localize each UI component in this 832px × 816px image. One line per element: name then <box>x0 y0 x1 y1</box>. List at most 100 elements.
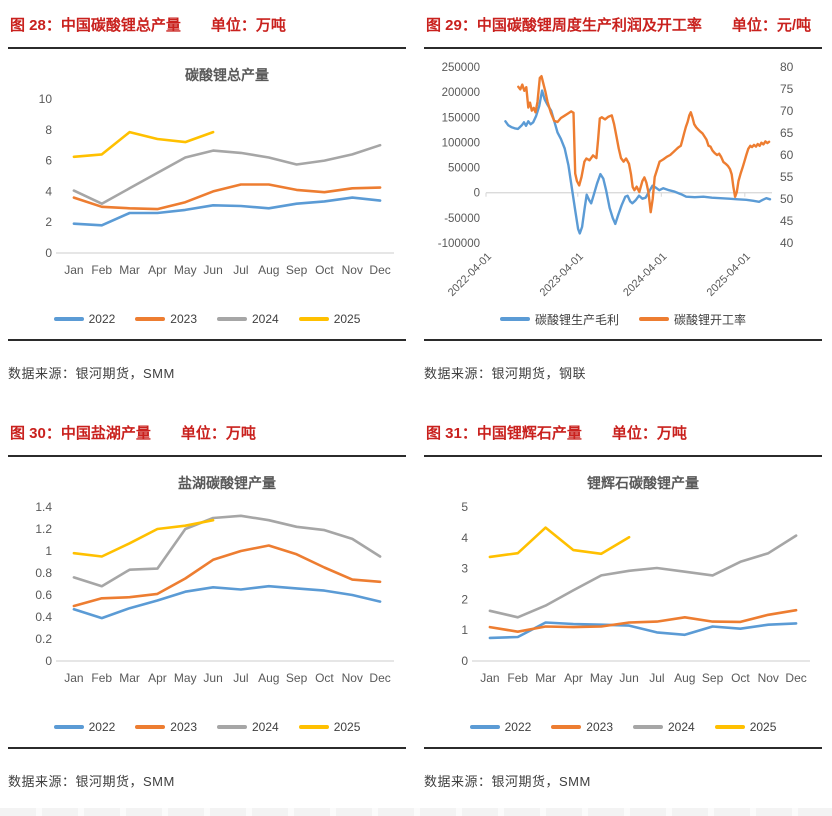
title-divider <box>424 455 822 457</box>
x-axis-tick: Jun <box>203 263 222 277</box>
legend-swatch <box>298 317 329 321</box>
left-axis-tick: 0 <box>474 188 480 200</box>
legend-swatch <box>53 317 84 321</box>
legend-label: 2025 <box>749 720 777 734</box>
x-axis-tick: Sep <box>286 263 308 277</box>
y-axis-tick: 6 <box>45 154 52 168</box>
chart-divider <box>8 747 406 749</box>
figure-heading: 图 29：中国碳酸锂周度生产利润及开工率 <box>426 17 702 34</box>
dual-axis-line-chart: 250000 200000 150000 100000 50000 0 -50000 -100… <box>438 60 794 299</box>
x-axis-tick: Aug <box>258 671 279 685</box>
legend-swatch <box>53 725 84 729</box>
legend-item-2023: 2023 <box>551 720 613 734</box>
title-divider <box>8 47 406 49</box>
x-axis-tick: Mar <box>119 263 140 277</box>
figure-30-chart: 盐湖碳酸锂产量 0 0.2 0.4 0.6 0.8 1 1.2 1.4 Jan Feb Mar Apr M… <box>8 461 406 713</box>
figure-unit: 单位：元/吨 <box>731 17 812 34</box>
left-axis-tick: 100000 <box>442 137 480 149</box>
figure-29-title: 图 29：中国碳酸锂周度生产利润及开工率 单位：元/吨 <box>426 14 822 35</box>
x-axis-tick: Mar <box>119 671 140 685</box>
chart-title: 锂辉石碳酸锂产量 <box>587 475 699 491</box>
figure-unit: 单位：万吨 <box>180 425 256 442</box>
figure-heading: 图 31：中国锂辉石产量 <box>426 425 582 442</box>
series-line-2022 <box>72 584 382 620</box>
x-axis-tick: Jul <box>649 671 664 685</box>
figure-heading: 图 28：中国碳酸锂总产量 <box>10 17 181 34</box>
legend-swatch <box>135 725 166 729</box>
y-axis-tick: 10 <box>39 92 53 106</box>
data-source: 数据来源：银河期货，钢联 <box>424 366 587 381</box>
legend-swatch <box>217 317 247 321</box>
left-axis-tick: 150000 <box>442 112 480 124</box>
series-line-2024 <box>72 514 382 588</box>
y-axis-tick: 2 <box>45 215 52 229</box>
legend-label: 2023 <box>586 720 613 734</box>
x-axis-tick: Dec <box>785 671 806 685</box>
x-axis-tick: Jun <box>619 671 638 685</box>
legend-label: 2023 <box>170 312 197 326</box>
x-axis-tick: Jan <box>64 263 83 277</box>
y-axis-tick: 1 <box>45 544 52 558</box>
y-axis-tick: 4 <box>45 184 52 198</box>
legend-label: 2025 <box>333 312 361 326</box>
x-axis-tick: Aug <box>258 263 279 277</box>
legend-label: 2024 <box>668 720 695 734</box>
legend-item-2022: 2022 <box>469 720 532 734</box>
legend-label: 2022 <box>88 720 116 734</box>
legend-item-2022: 2022 <box>53 312 115 326</box>
x-axis-tick: Jan <box>64 671 83 685</box>
chart-title: 盐湖碳酸锂产量 <box>178 475 276 491</box>
legend-swatch <box>469 725 500 729</box>
data-source: 数据来源：银河期货，SMM <box>8 774 175 789</box>
series-line-2024 <box>72 143 382 205</box>
x-axis-tick: Jul <box>233 671 248 685</box>
legend-item-2023: 2023 <box>135 720 197 734</box>
x-axis-tick: Apr <box>564 671 583 685</box>
series-line-2025 <box>72 518 215 558</box>
x-axis-tick: Jun <box>203 671 222 685</box>
chart-divider <box>8 339 406 341</box>
legend-label: 碳酸锂开工率 <box>674 312 747 327</box>
figure-31-legend: 2022 2023 2024 2025 <box>424 715 822 739</box>
data-source: 数据来源：银河期货，SMM <box>8 366 175 381</box>
x-axis-tick: May <box>174 671 197 685</box>
x-axis-tick: May <box>174 263 197 277</box>
figure-28-title: 图 28：中国碳酸锂总产量 单位：万吨 <box>10 14 406 35</box>
figure-heading: 图 30：中国盐湖产量 <box>10 425 151 442</box>
x-axis-tick: Sep <box>702 671 724 685</box>
title-divider <box>8 455 406 457</box>
right-axis-tick: 40 <box>780 236 794 250</box>
legend-item-2025: 2025 <box>714 720 777 734</box>
figure-28-legend: 2022 2023 2024 2025 <box>8 307 406 331</box>
series-line-碳酸锂开工率 <box>517 75 771 214</box>
figure-30-legend: 2022 2023 2024 2025 <box>8 715 406 739</box>
y-axis-tick: 0 <box>461 654 468 668</box>
right-axis-tick: 75 <box>780 82 794 96</box>
legend-swatch <box>551 725 582 729</box>
figure-31: 图 31：中国锂辉石产量 单位：万吨 锂辉石碳酸锂产量 0 1 2 3 4 5 Jan Feb M… <box>424 418 822 816</box>
y-axis-tick: 4 <box>461 531 468 545</box>
left-axis-tick: -100000 <box>438 238 480 250</box>
y-axis-tick: 0 <box>45 246 52 260</box>
legend-label: 2022 <box>504 720 532 734</box>
legend-swatch <box>714 725 745 729</box>
x-axis-tick: Oct <box>315 263 334 277</box>
x-axis-tick: Feb <box>91 671 112 685</box>
legend-swatch <box>633 725 663 729</box>
left-axis-tick: 50000 <box>448 163 480 175</box>
x-axis-tick: Dec <box>369 263 390 277</box>
y-axis-tick: 5 <box>461 500 468 514</box>
figure-28-chart: 碳酸锂总产量 0 2 4 6 8 10 Jan Feb Mar Apr May Jun Jul Aug Sep… <box>8 53 406 305</box>
figure-30: 图 30：中国盐湖产量 单位：万吨 盐湖碳酸锂产量 0 0.2 0.4 0.6 0.8 1 1… <box>8 418 406 816</box>
x-axis-tick: 2023-04-01 <box>538 251 586 299</box>
series-line-碳酸锂生产毛利 <box>504 89 772 235</box>
legend-item-2022: 2022 <box>53 720 116 734</box>
x-axis-tick: Feb <box>507 671 528 685</box>
data-source: 数据来源：银河期货，SMM <box>424 774 591 789</box>
legend-swatch <box>135 317 166 321</box>
series-line-2023 <box>72 544 382 608</box>
figure-29: 图 29：中国碳酸锂周度生产利润及开工率 单位：元/吨 250000 200000… <box>424 10 822 408</box>
x-axis-tick: Mar <box>535 671 556 685</box>
y-axis-tick: 1.2 <box>35 522 52 536</box>
